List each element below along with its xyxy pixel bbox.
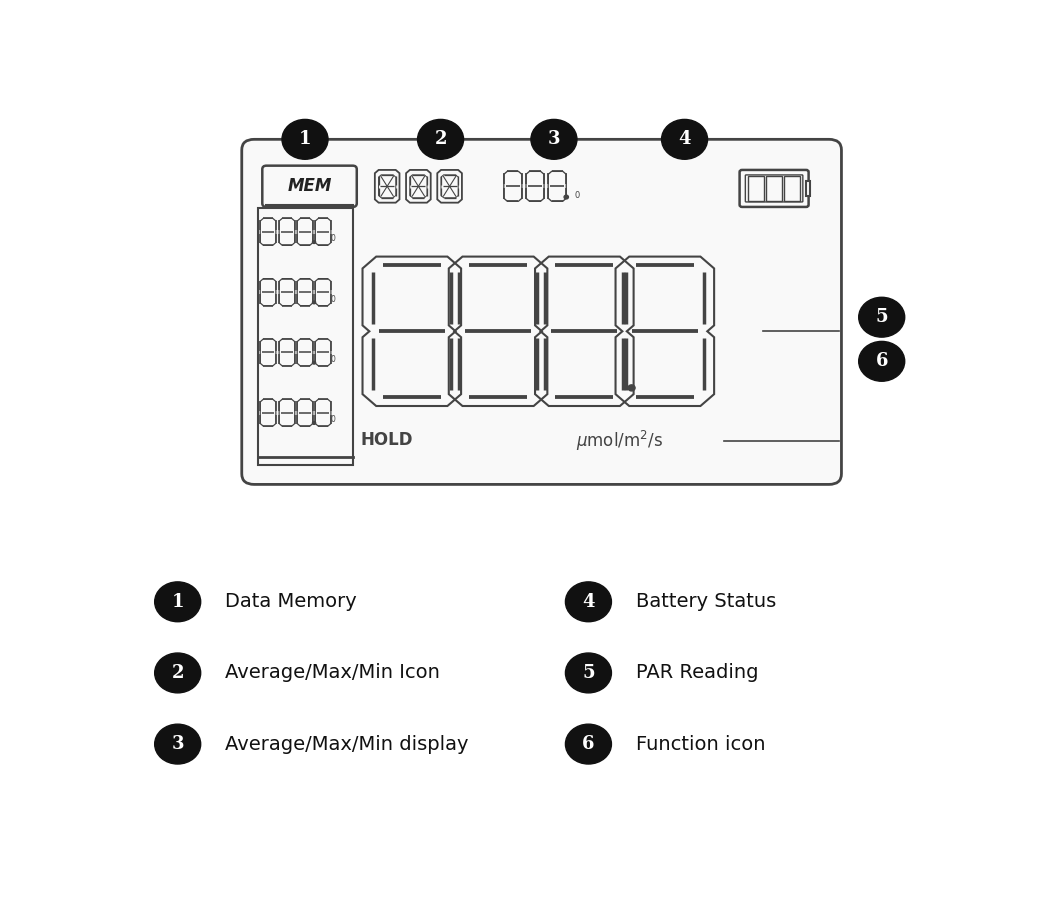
Text: Battery Status: Battery Status [636, 592, 776, 612]
FancyBboxPatch shape [262, 165, 357, 207]
Text: 4: 4 [678, 130, 691, 149]
Circle shape [564, 195, 568, 199]
Text: Average/Max/Min display: Average/Max/Min display [226, 735, 469, 754]
Bar [766, 176, 782, 201]
Circle shape [155, 653, 200, 693]
Text: HOLD: HOLD [360, 431, 413, 448]
Text: 5: 5 [876, 309, 888, 326]
FancyBboxPatch shape [745, 175, 802, 202]
Text: 5: 5 [582, 664, 595, 682]
Text: 6: 6 [876, 352, 888, 371]
Text: 1: 1 [172, 593, 184, 611]
Text: 3: 3 [548, 130, 560, 149]
Text: 0: 0 [331, 234, 335, 243]
Text: PAR Reading: PAR Reading [636, 663, 759, 683]
FancyBboxPatch shape [740, 170, 809, 207]
FancyBboxPatch shape [259, 208, 353, 465]
Text: 0: 0 [331, 415, 335, 424]
Text: Data Memory: Data Memory [226, 592, 357, 612]
FancyBboxPatch shape [242, 140, 842, 484]
Text: 0: 0 [575, 191, 580, 200]
Text: 0: 0 [331, 295, 335, 303]
Text: 1: 1 [299, 130, 312, 149]
Text: Average/Max/Min Icon: Average/Max/Min Icon [226, 663, 440, 683]
Text: Function icon: Function icon [636, 735, 765, 754]
Circle shape [859, 298, 905, 337]
Circle shape [565, 724, 612, 764]
Circle shape [628, 385, 635, 391]
Text: 6: 6 [582, 736, 595, 753]
Circle shape [155, 724, 200, 764]
Bar [747, 176, 763, 201]
Circle shape [313, 421, 316, 424]
Circle shape [859, 341, 905, 382]
Text: 0: 0 [331, 355, 335, 364]
Text: $\mu$mol/m$^2$/s: $\mu$mol/m$^2$/s [577, 429, 664, 453]
Circle shape [155, 582, 200, 622]
Circle shape [313, 361, 316, 364]
Text: 2: 2 [172, 664, 184, 682]
Circle shape [661, 119, 708, 159]
Circle shape [531, 119, 577, 159]
Text: MEM: MEM [287, 177, 332, 195]
Bar [806, 181, 810, 196]
Text: 2: 2 [435, 130, 447, 149]
Circle shape [313, 241, 316, 243]
Text: 3: 3 [172, 736, 184, 753]
Circle shape [282, 119, 328, 159]
Circle shape [418, 119, 463, 159]
Bar [784, 176, 800, 201]
Circle shape [313, 301, 316, 304]
Circle shape [565, 653, 612, 693]
Circle shape [565, 582, 612, 622]
Text: 4: 4 [582, 593, 595, 611]
